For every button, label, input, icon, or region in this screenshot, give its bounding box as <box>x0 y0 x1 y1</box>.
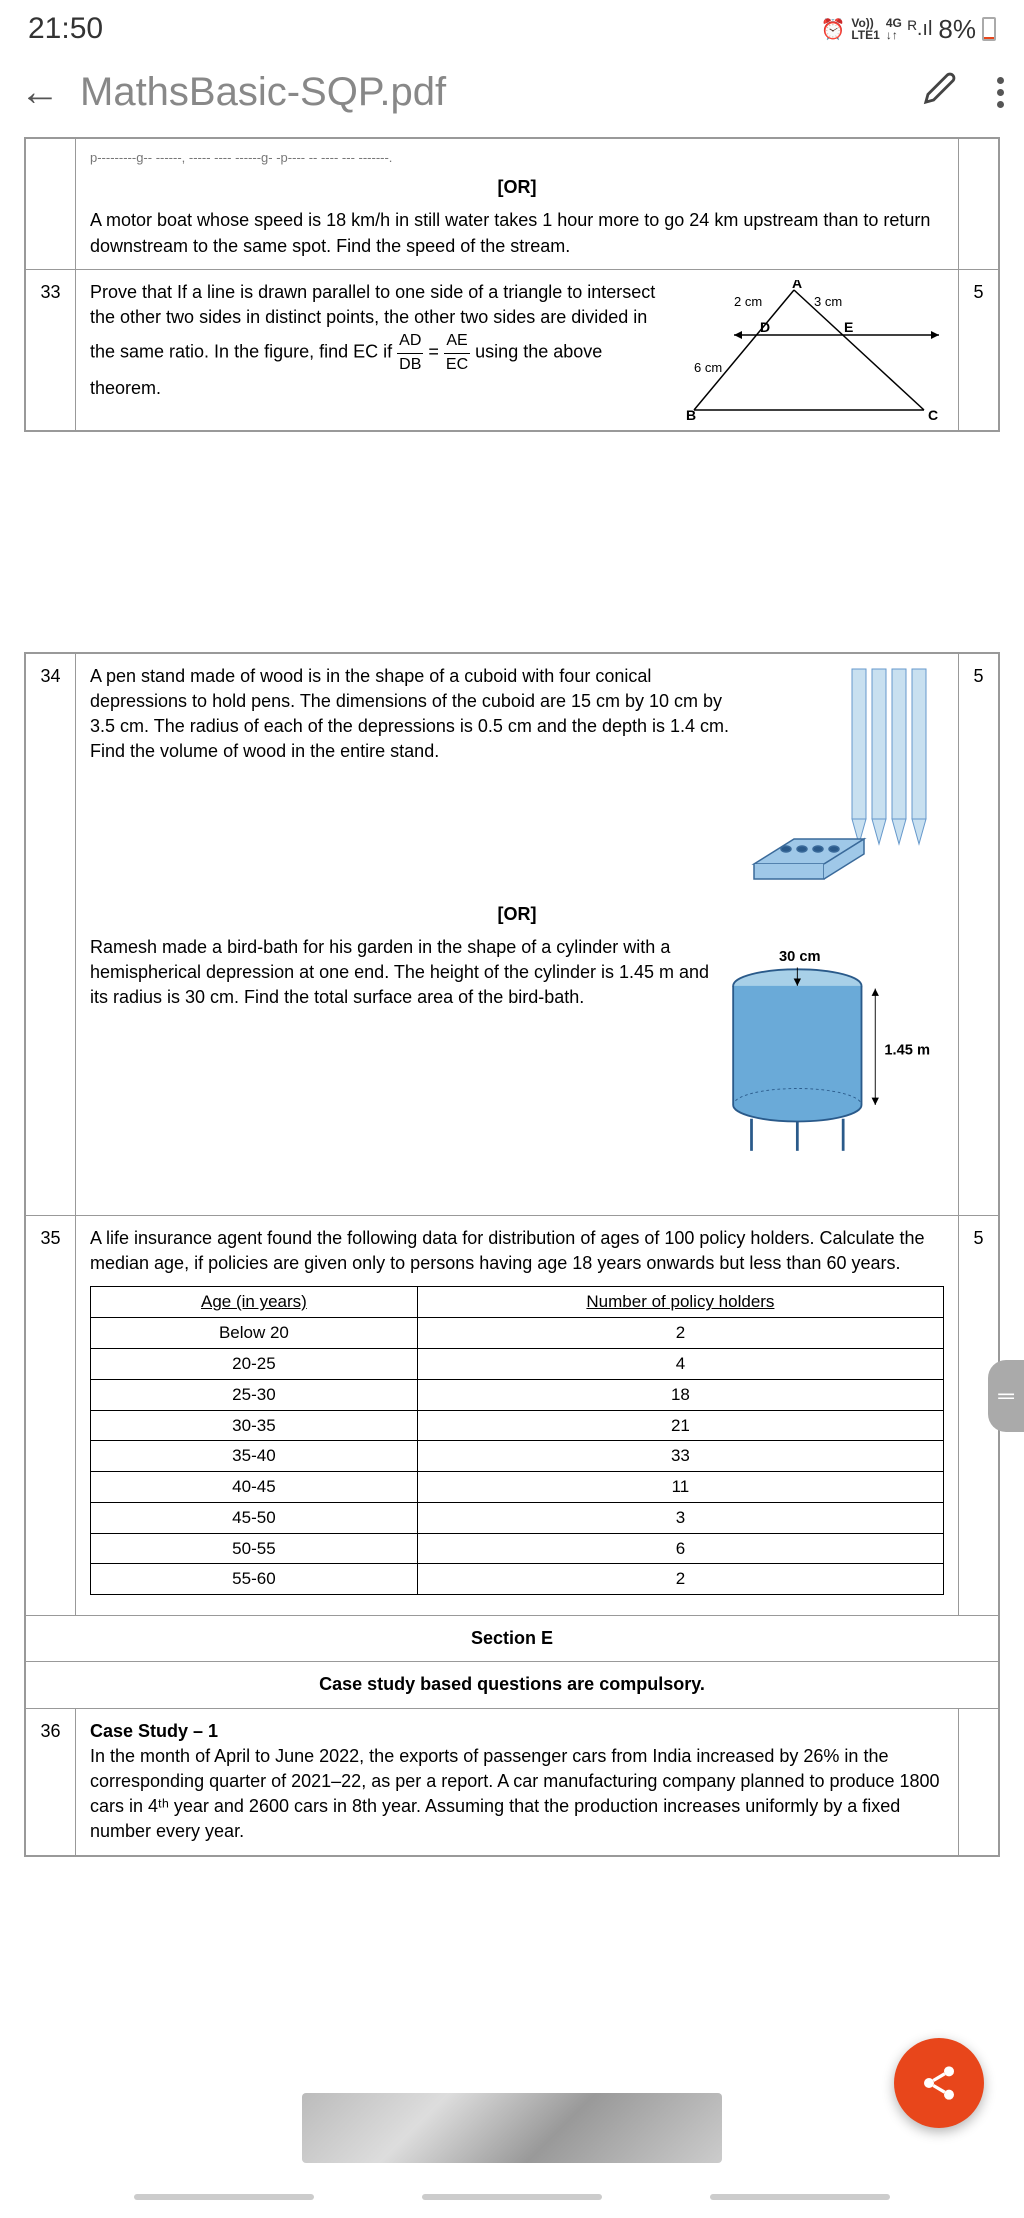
alarm-icon: ⏰ <box>820 17 845 42</box>
bottom-thumbnail <box>302 2093 722 2163</box>
svg-text:30 cm: 30 cm <box>779 949 821 965</box>
svg-text:2 cm: 2 cm <box>734 294 762 309</box>
svg-text:1.45 m: 1.45 m <box>884 1043 930 1059</box>
edit-button[interactable] <box>923 71 957 114</box>
or-label: [OR] <box>90 175 944 200</box>
gesture-bar[interactable] <box>0 2176 1024 2218</box>
table-row: 55-602 <box>91 1564 944 1595</box>
table-row: 30-3521 <box>91 1410 944 1441</box>
triangle-diagram: A B C D E 2 cm 3 cm 6 cm <box>684 280 944 420</box>
q33-marks: 5 <box>959 269 999 430</box>
q35-num: 35 <box>26 1215 76 1615</box>
penstand-diagram <box>744 664 944 894</box>
svg-text:3 cm: 3 cm <box>814 294 842 309</box>
q33-num: 33 <box>26 269 76 430</box>
q32-text: A motor boat whose speed is 18 km/h in s… <box>90 208 944 258</box>
q36-body: Case Study – 1 In the month of April to … <box>76 1708 959 1855</box>
q33-body: A B C D E 2 cm 3 cm 6 cm Prove that If a… <box>76 269 959 430</box>
q32-body: p---------g-- ------, ----- ---- ------g… <box>76 139 959 270</box>
pdf-page-2: 34 A pen stand made of wood is in the sh… <box>24 652 1000 1857</box>
section-e-title: Section E <box>26 1616 999 1662</box>
q35-body: A life insurance agent found the followi… <box>76 1215 959 1615</box>
battery-icon <box>982 17 996 41</box>
q34-body: A pen stand made of wood is in the shape… <box>76 653 959 1215</box>
svg-text:C: C <box>928 407 938 420</box>
fraction-1: ADDB <box>397 330 423 376</box>
svg-text:B: B <box>686 407 696 420</box>
document-title: MathsBasic-SQP.pdf <box>80 70 903 115</box>
battery-percent: 8% <box>938 14 976 45</box>
table-row: 40-4511 <box>91 1472 944 1503</box>
share-icon <box>919 2063 959 2103</box>
section-e-sub: Case study based questions are compulsor… <box>26 1662 999 1708</box>
q36-marks <box>959 1708 999 1855</box>
table-row: 50-556 <box>91 1533 944 1564</box>
birdbath-diagram: 30 cm 1.45 m <box>724 935 944 1165</box>
age-distribution-table: Age (in years)Number of policy holders B… <box>90 1286 944 1595</box>
status-time: 21:50 <box>28 12 103 46</box>
table-row: 35-4033 <box>91 1441 944 1472</box>
q32-num <box>26 139 76 270</box>
lte-indicator: Vo)) LTE1 <box>851 17 879 41</box>
scroll-handle[interactable]: ═ <box>988 1360 1024 1432</box>
q32-marks <box>959 139 999 270</box>
svg-text:D: D <box>760 319 770 335</box>
app-bar: ← MathsBasic-SQP.pdf <box>0 58 1024 127</box>
or-label: [OR] <box>90 902 944 927</box>
svg-text:6 cm: 6 cm <box>694 360 722 375</box>
back-button[interactable]: ← <box>20 70 60 115</box>
share-button[interactable] <box>894 2038 984 2128</box>
table-row: 25-3018 <box>91 1379 944 1410</box>
svg-text:A: A <box>792 280 802 291</box>
pdf-page-1: p---------g-- ------, ----- ---- ------g… <box>24 137 1000 432</box>
svg-text:E: E <box>844 319 853 335</box>
more-button[interactable] <box>997 77 1004 108</box>
q36-heading: Case Study – 1 <box>90 1719 944 1744</box>
q36-num: 36 <box>26 1708 76 1855</box>
q34-num: 34 <box>26 653 76 1215</box>
table-row: 45-503 <box>91 1502 944 1533</box>
table-row: Below 202 <box>91 1318 944 1349</box>
status-indicators: ⏰ Vo)) LTE1 4G ↓↑ ᴿ.ıl 8% <box>820 14 996 45</box>
fraction-2: AEEC <box>444 330 470 376</box>
network-indicator: 4G ↓↑ <box>886 17 902 41</box>
q34-marks: 5 <box>959 653 999 1215</box>
signal-icon: ᴿ.ıl <box>908 18 933 41</box>
status-bar: 21:50 ⏰ Vo)) LTE1 4G ↓↑ ᴿ.ıl 8% <box>0 0 1024 58</box>
table-row: 20-254 <box>91 1348 944 1379</box>
